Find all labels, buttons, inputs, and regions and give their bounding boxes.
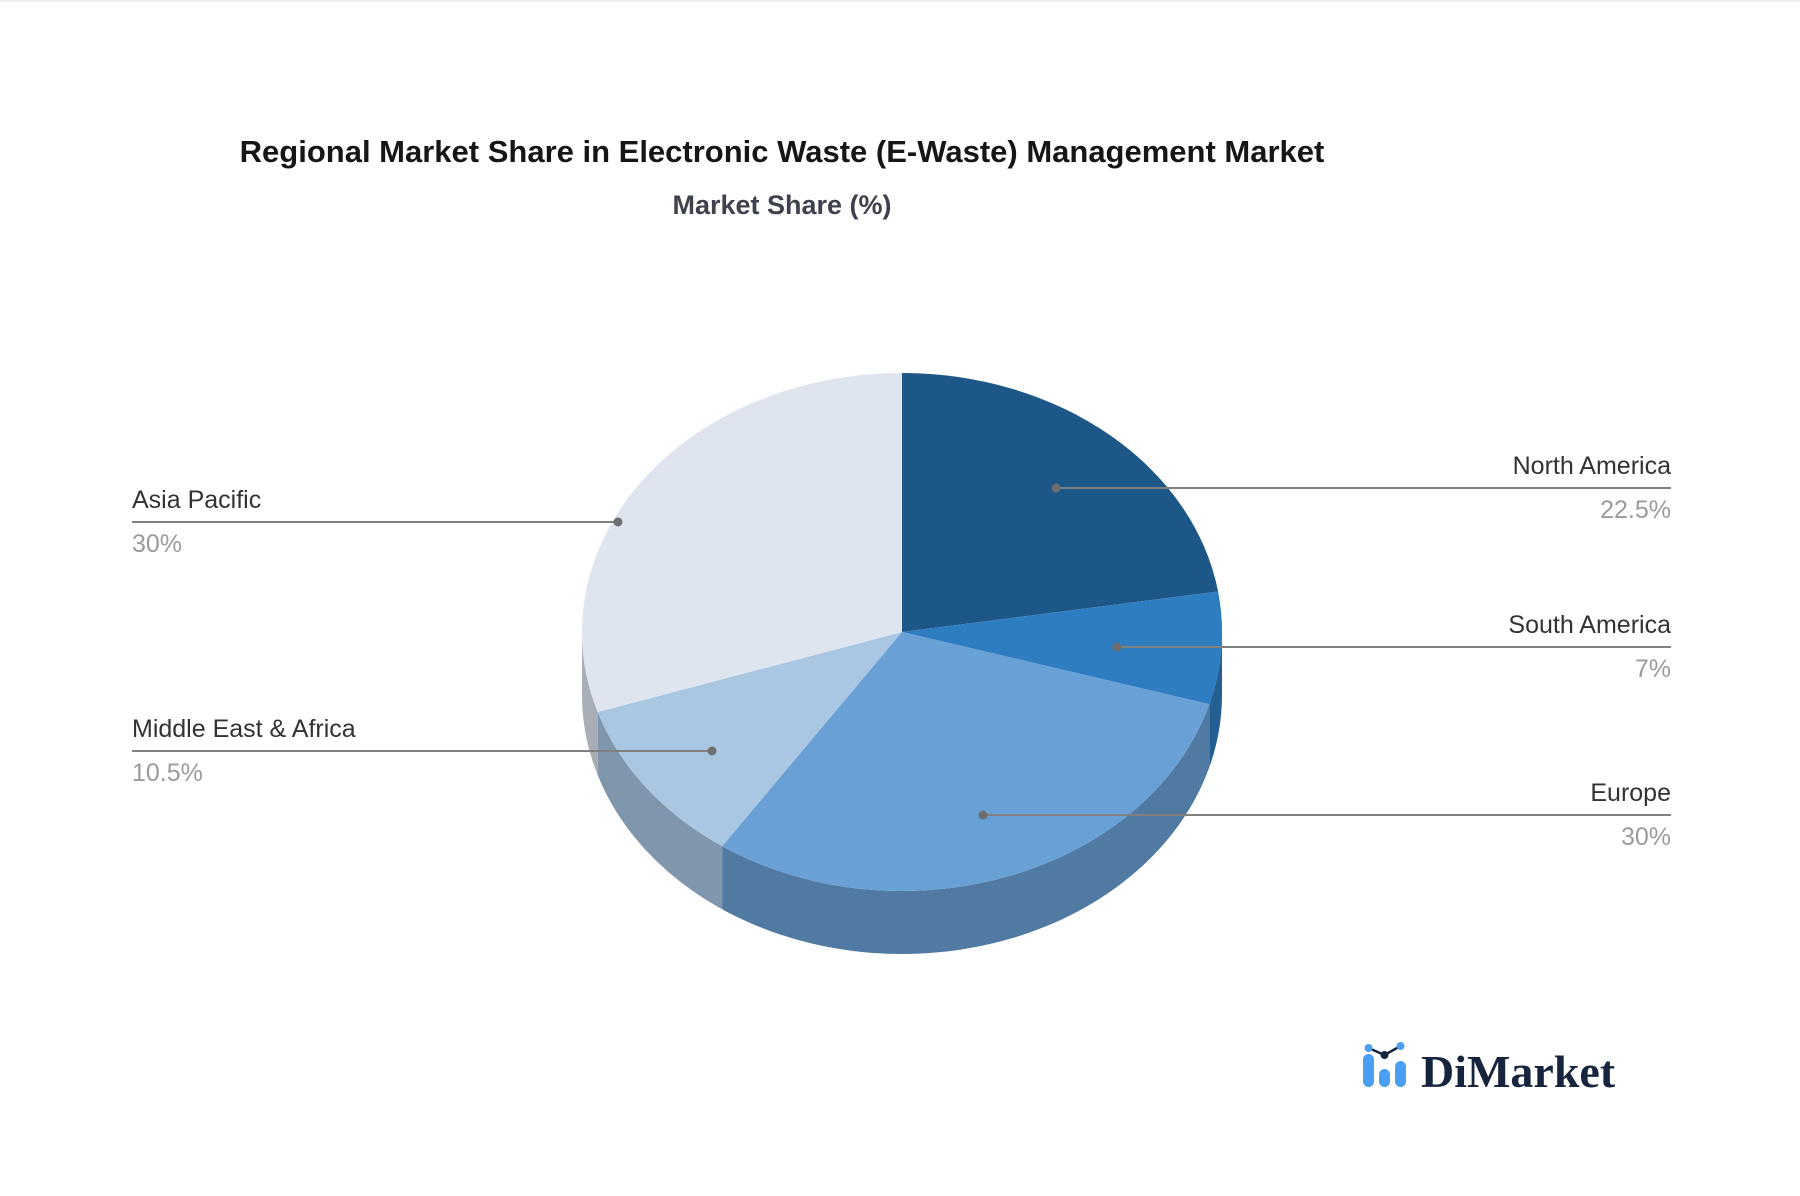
pie-slice-side-south-america — [1209, 632, 1222, 768]
slice-label-north-america: North America 22.5% — [1513, 451, 1671, 525]
slice-label-middle-east-africa: Middle East & Africa 10.5% — [132, 714, 356, 788]
logo-chart-icon — [1363, 1042, 1406, 1087]
slice-name: Asia Pacific — [132, 486, 262, 514]
pie-slice-north-america[interactable] — [902, 373, 1219, 632]
connector-dot — [1112, 642, 1122, 652]
chart-subtitle: Market Share (%) — [672, 190, 892, 220]
slice-value: 22.5% — [1600, 496, 1671, 524]
pie-slice-middle-east-africa[interactable] — [597, 632, 902, 847]
pie-slice-europe[interactable] — [722, 632, 1210, 891]
slice-label-asia-pacific: Asia Pacific 30% — [132, 485, 261, 559]
pie-slice-side-europe — [722, 704, 1210, 954]
pie-slice-side-middle-east-africa — [597, 712, 723, 910]
slice-value: 10.5% — [132, 759, 203, 787]
slice-name: South America — [1508, 611, 1671, 639]
logo-text: DiMarket — [1421, 1046, 1616, 1097]
slice-value: 30% — [1620, 823, 1671, 851]
slice-name: North America — [1512, 452, 1671, 480]
slice-value: 30% — [132, 530, 183, 558]
chart-title: Regional Market Share in Electronic Wast… — [239, 134, 1325, 169]
slice-label-south-america: South America 7% — [1508, 610, 1671, 684]
slice-name: Europe — [1590, 779, 1671, 807]
pie-slice-south-america[interactable] — [902, 591, 1222, 705]
connector-dot — [707, 746, 717, 756]
connector-dot — [1051, 483, 1061, 493]
pie-slice-side-asia-pacific — [582, 632, 598, 776]
pie-slice-asia-pacific[interactable] — [581, 373, 902, 713]
connector-dot — [613, 517, 623, 527]
slice-label-europe: Europe 30% — [1590, 778, 1671, 852]
slice-value: 7% — [1634, 655, 1671, 683]
connector-dot — [978, 810, 988, 820]
slice-name: Middle East & Africa — [132, 715, 356, 743]
top-hairline — [0, 0, 1800, 2]
